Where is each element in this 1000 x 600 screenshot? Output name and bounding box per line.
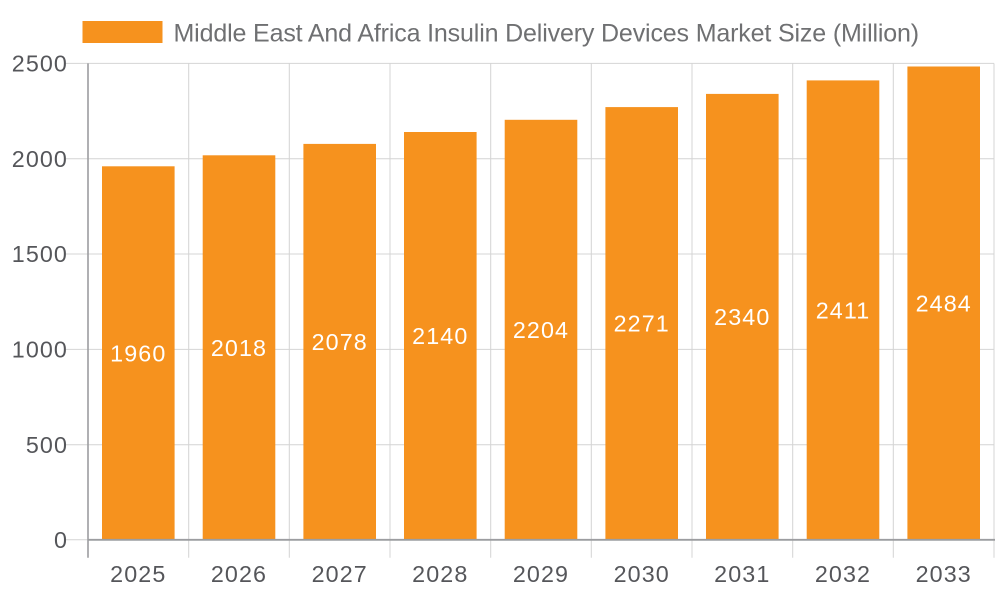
svg-text:2027: 2027: [312, 561, 368, 587]
svg-text:2028: 2028: [412, 561, 468, 587]
svg-text:2500: 2500: [12, 51, 68, 77]
svg-text:2340: 2340: [714, 304, 770, 330]
svg-text:2030: 2030: [614, 561, 670, 587]
svg-text:2204: 2204: [513, 317, 569, 343]
svg-text:Middle East And Africa Insulin: Middle East And Africa Insulin Delivery …: [174, 20, 919, 48]
svg-text:1500: 1500: [12, 241, 68, 267]
svg-text:2140: 2140: [412, 323, 468, 349]
svg-text:0: 0: [54, 527, 68, 553]
svg-text:500: 500: [26, 432, 68, 458]
svg-text:2033: 2033: [916, 561, 972, 587]
svg-text:2026: 2026: [211, 561, 267, 587]
svg-text:1960: 1960: [110, 340, 166, 366]
svg-text:2078: 2078: [312, 329, 368, 355]
svg-text:2031: 2031: [714, 561, 770, 587]
svg-text:2032: 2032: [815, 561, 871, 587]
svg-text:1000: 1000: [12, 337, 68, 363]
svg-text:2025: 2025: [110, 561, 166, 587]
svg-text:2000: 2000: [12, 146, 68, 172]
svg-text:2018: 2018: [211, 335, 267, 361]
svg-text:2029: 2029: [513, 561, 569, 587]
svg-text:2271: 2271: [614, 311, 670, 337]
svg-text:2411: 2411: [816, 297, 871, 323]
svg-text:2484: 2484: [916, 290, 972, 316]
